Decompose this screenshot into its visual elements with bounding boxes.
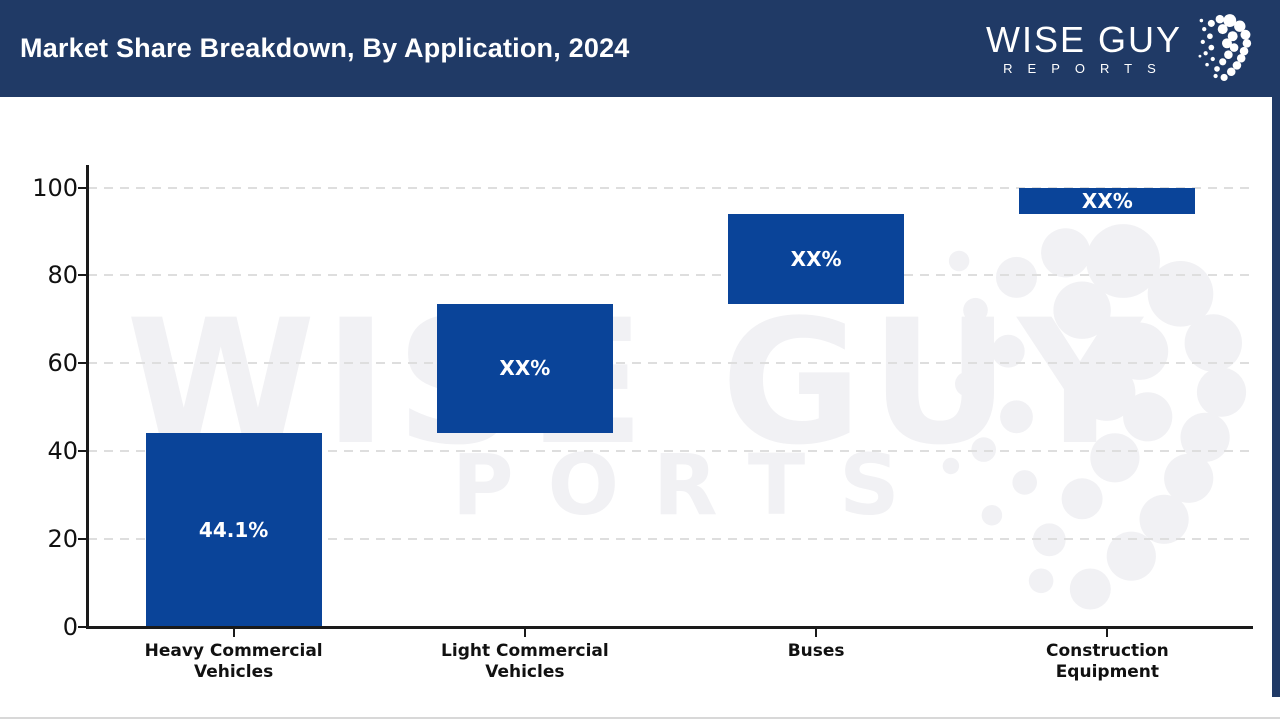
bar-light-commercial-vehicles: XX% xyxy=(436,303,613,434)
x-axis-tickmark xyxy=(1106,629,1109,637)
x-axis-tickmark xyxy=(523,629,526,637)
category-label-line: Equipment xyxy=(1055,662,1160,682)
y-axis-tick-label: 0 xyxy=(62,613,78,641)
category-label-line: Heavy Commercial xyxy=(144,641,323,661)
gridline-y60 xyxy=(88,362,1253,365)
gridline-y80 xyxy=(88,274,1253,277)
y-axis-tickmark xyxy=(78,450,87,453)
gridline-y20 xyxy=(88,538,1253,541)
x-axis-category-label: Heavy Commercial Vehicles xyxy=(89,641,379,683)
right-accent-stripe xyxy=(1272,0,1280,697)
x-axis-category-label: Construction Equipment xyxy=(962,641,1252,683)
watermark-head-icon xyxy=(942,224,1247,610)
bar-heavy-commercial-vehicles: 44.1% xyxy=(145,433,322,627)
category-label-line: Light Commercial xyxy=(441,641,609,661)
header: Market Share Breakdown, By Application, … xyxy=(0,0,1280,97)
y-axis-tickmark xyxy=(78,538,87,541)
category-label-line: Buses xyxy=(787,641,845,661)
y-axis-tickmark xyxy=(78,274,87,277)
bar-value-label: XX% xyxy=(1081,188,1133,213)
y-axis-spine xyxy=(86,165,89,629)
category-label-line: Vehicles xyxy=(485,662,565,682)
x-axis-tickmark xyxy=(232,629,235,637)
y-axis-tickmark xyxy=(78,626,87,628)
bar-value-label: 44.1% xyxy=(198,518,269,543)
x-axis-category-label: Light Commercial Vehicles xyxy=(380,641,670,683)
bottom-border-line xyxy=(0,717,1280,719)
category-label-line: Vehicles xyxy=(194,662,274,682)
x-axis-tickmark xyxy=(815,629,818,637)
bar-value-label: XX% xyxy=(499,356,551,381)
logo-wordmark: WISE GUY xyxy=(985,18,1182,60)
gridline-y40 xyxy=(88,450,1253,453)
bar-buses: XX% xyxy=(728,213,905,304)
x-axis-spine xyxy=(86,626,1253,629)
y-axis-tickmark xyxy=(78,186,87,189)
y-axis-tick-label: 20 xyxy=(47,525,78,554)
bar-construction-equipment: XX% xyxy=(1019,187,1196,214)
y-axis-tickmark xyxy=(78,362,87,365)
y-axis-tick-label: 80 xyxy=(47,261,78,290)
y-axis-tick-label: 40 xyxy=(47,437,78,466)
y-axis-tick-label: 100 xyxy=(32,173,78,202)
page-title: Market Share Breakdown, By Application, … xyxy=(20,33,630,63)
wiseguy-logo: WISE GUY REPORTS xyxy=(986,12,1254,86)
bar-value-label: XX% xyxy=(790,246,842,271)
logo-subtitle: REPORTS xyxy=(1003,60,1171,76)
watermark-text-line2: PORTS xyxy=(452,436,934,534)
wiseguy-head-icon xyxy=(1198,13,1252,81)
x-axis-category-label: Buses xyxy=(671,641,961,662)
logo-text: WISE GUY REPORTS xyxy=(985,18,1182,76)
gridline-y100 xyxy=(88,186,1253,189)
category-label-line: Construction xyxy=(1045,641,1169,661)
y-axis-tick-label: 60 xyxy=(47,349,78,378)
